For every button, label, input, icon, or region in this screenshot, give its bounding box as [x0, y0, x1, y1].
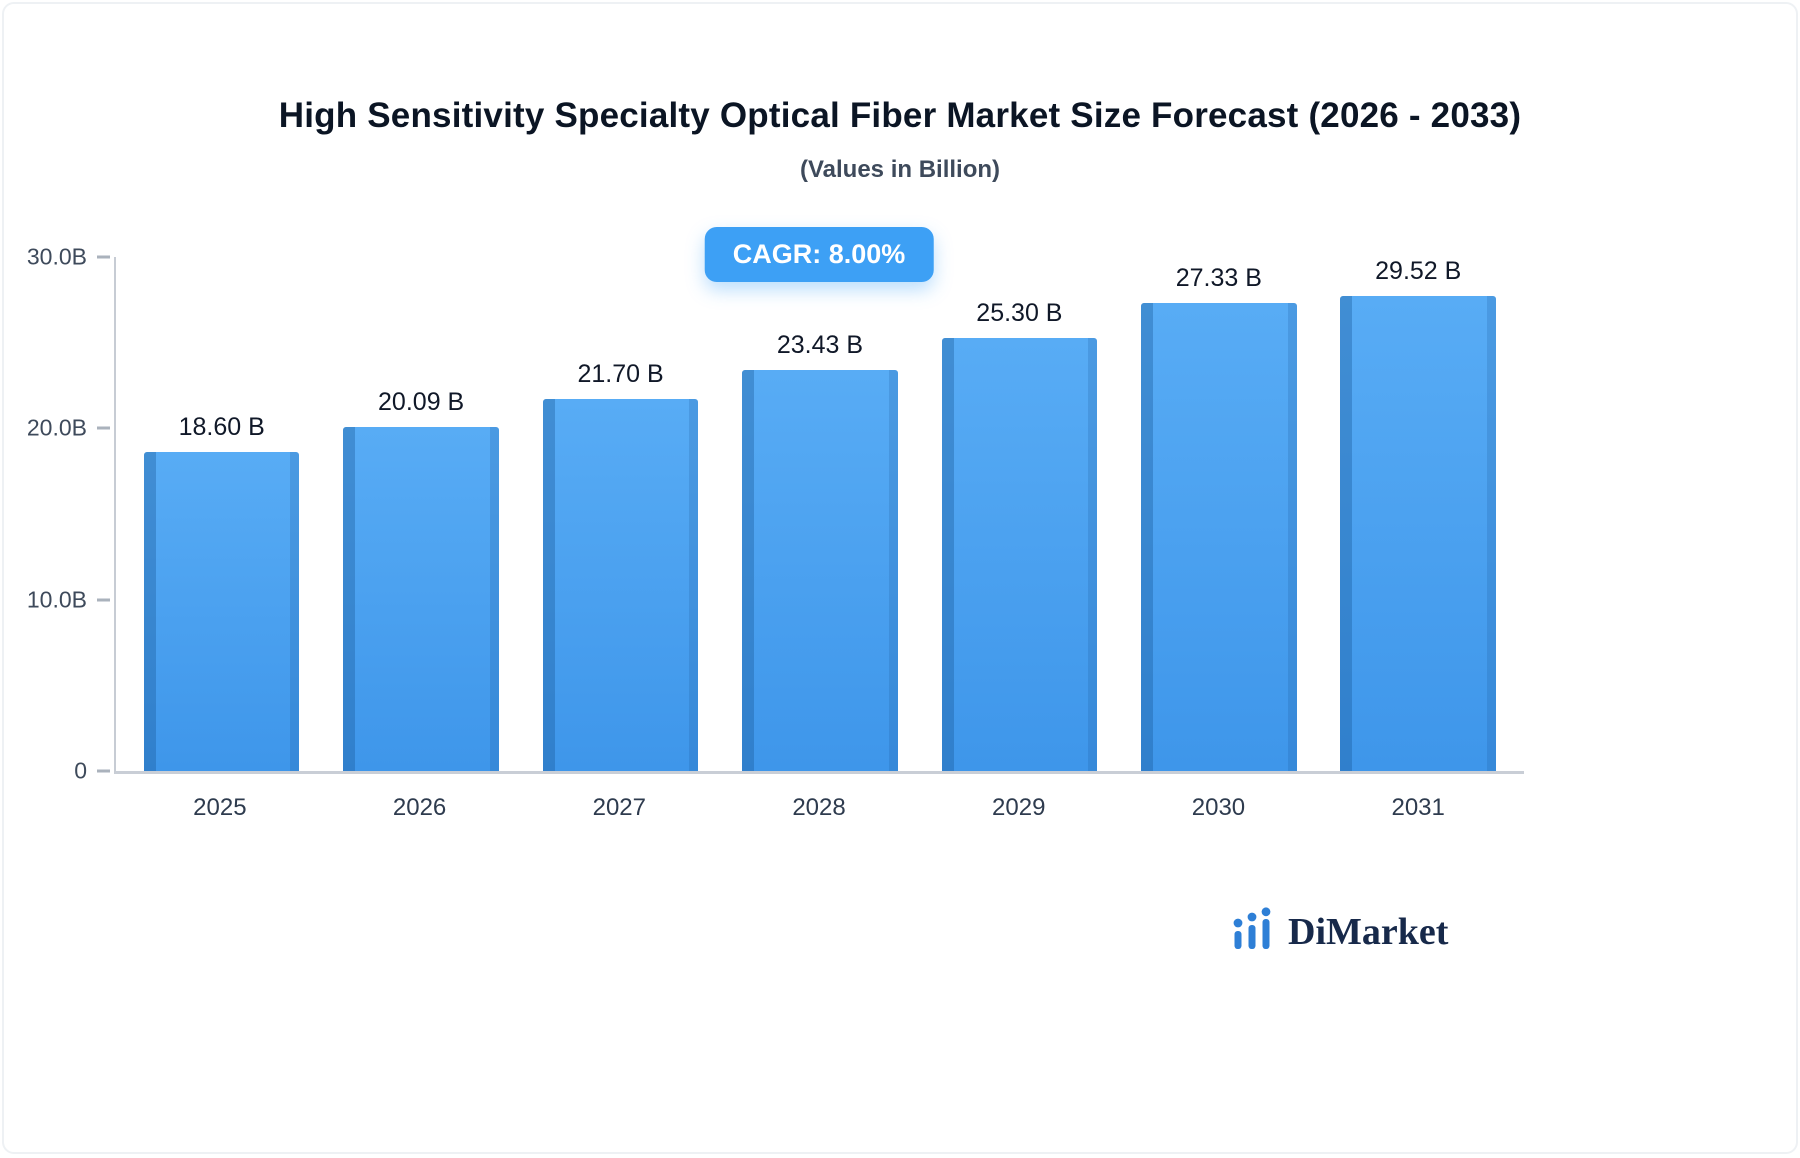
bar-group-2025: 18.60 B	[122, 257, 321, 771]
bar-group-2026: 20.09 B	[321, 257, 520, 772]
bar-value-label-2025: 18.60 B	[178, 413, 265, 442]
plot-area: 18.60 B 20.09 B 21.70 B 23.43 B 25.30 B 27.33…	[27, 244, 1524, 784]
x-axis-labels: 2025 2026 2027 2028 2029 2030 2031	[114, 794, 1524, 822]
x-axis-label-2025: 2025	[193, 794, 247, 821]
dimarket-logo: DiMarket	[1232, 907, 1448, 951]
bar-value-label-2030: 27.33 B	[1175, 263, 1262, 292]
y-axis-tick-10.0B: 10.0B	[4, 586, 116, 613]
bar-2031	[1340, 296, 1497, 771]
bar-2025	[143, 452, 300, 771]
bar-value-label-2031: 29.52 B	[1375, 257, 1462, 285]
x-axis-label-2028: 2028	[792, 794, 846, 821]
dimarket-logo-icon	[1233, 907, 1271, 949]
bar-group-2031: 29.52 B	[1319, 257, 1518, 771]
y-axis-tick-label: 0	[74, 757, 87, 784]
bar-value-label-2028: 23.43 B	[776, 330, 864, 359]
y-axis-tick-label: 30.0B	[26, 243, 87, 270]
bar-value-label-2029: 25.30 B	[976, 298, 1063, 327]
y-axis-tick-label: 20.0B	[26, 414, 87, 441]
chart-subtitle: (Values in Billion)	[799, 156, 1001, 183]
y-axis-tick-30.0B: 30.0B	[4, 244, 116, 271]
bar-2026	[343, 426, 499, 772]
bar-2028	[742, 369, 898, 772]
y-axis-tick-label: 10.0B	[26, 586, 87, 613]
x-axis-label-2029: 2029	[992, 794, 1046, 821]
bar-group-2030: 27.33 B	[1119, 257, 1318, 772]
y-axis-tick-mark	[97, 598, 110, 602]
y-axis-tick-mark	[97, 769, 110, 773]
x-axis-label-2030: 2030	[1191, 794, 1246, 821]
x-axis-label-2027: 2027	[592, 794, 646, 821]
bar-chart: CAGR: 8.00% 18.60 B 20.09 B 21.70 B 23.43 B…	[27, 227, 1524, 821]
bar-group-2027: 21.70 B	[521, 257, 720, 771]
bar-2027	[542, 399, 699, 771]
bar-2029	[941, 337, 1098, 772]
bar-group-2029: 25.30 B	[920, 257, 1119, 772]
x-axis-label-2031: 2031	[1391, 794, 1445, 821]
chart-title: High Sensitivity Specialty Optical Fiber…	[278, 96, 1522, 135]
y-axis-tick-mark	[97, 426, 110, 430]
x-axis-label-2026: 2026	[392, 794, 447, 821]
bar-2030	[1141, 302, 1297, 772]
bar-value-label-2027: 21.70 B	[577, 360, 664, 389]
y-axis-tick-0: 0	[4, 758, 116, 785]
bars-container: 18.60 B 20.09 B 21.70 B 23.43 B 25.30 B 27.33…	[116, 257, 1524, 772]
dimarket-logo-text: DiMarket	[1288, 911, 1449, 953]
cagr-badge: CAGR: 8.00%	[704, 227, 934, 282]
bar-group-2028: 23.43 B	[720, 257, 919, 772]
y-axis-tick-20.0B: 20.0B	[4, 415, 116, 442]
y-axis-tick-mark	[97, 255, 110, 259]
bar-value-label-2026: 20.09 B	[378, 387, 465, 416]
